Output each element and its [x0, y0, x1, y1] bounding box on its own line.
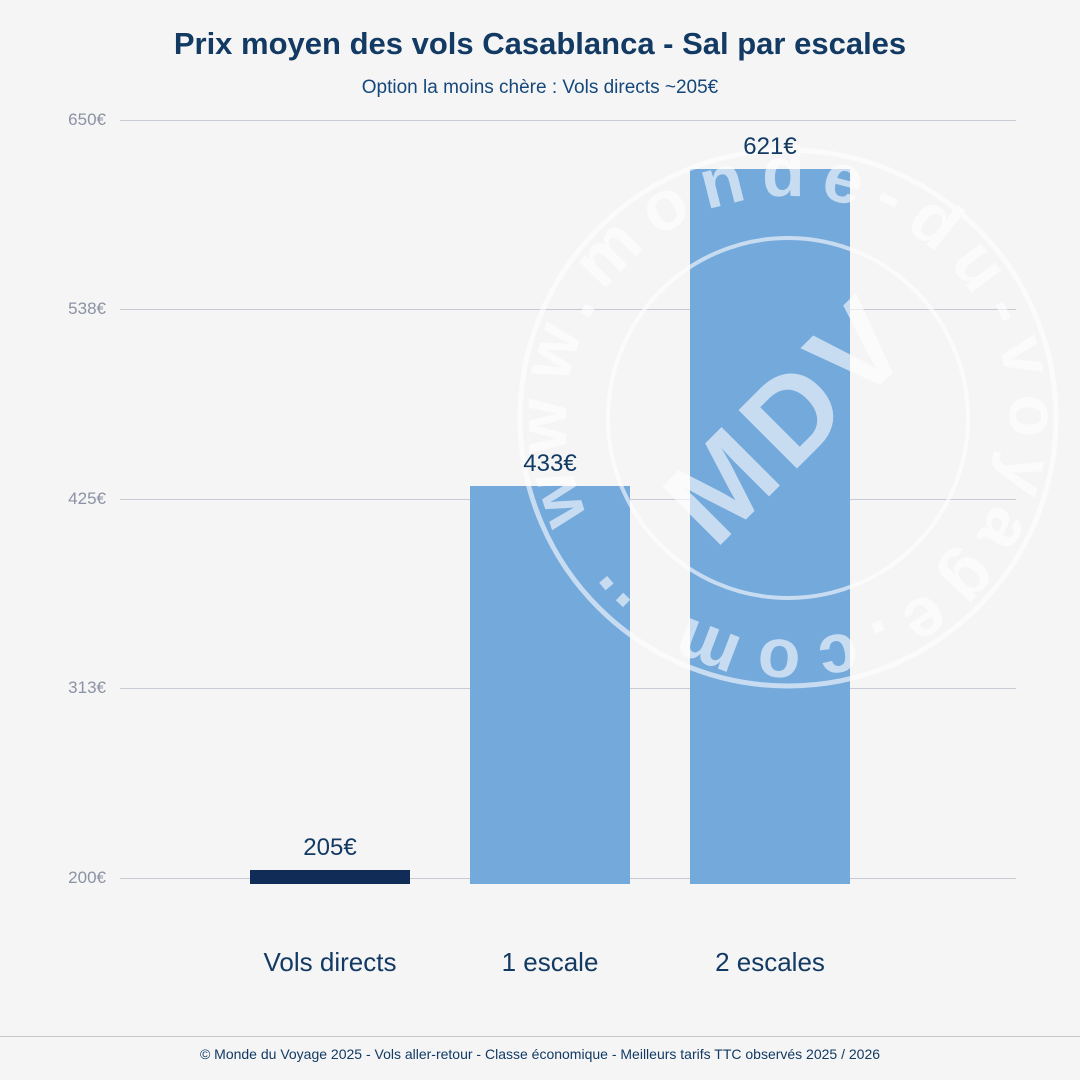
- bar-value-label: 433€: [523, 449, 577, 477]
- x-axis-category-label: 1 escale: [501, 947, 599, 977]
- footer-divider: [0, 1036, 1080, 1037]
- x-axis-category-label: Vols directs: [263, 947, 397, 977]
- bar-value-label: 205€: [303, 833, 357, 861]
- bar-2-escales: [690, 168, 850, 884]
- y-axis-tick-label: 538€: [68, 298, 106, 318]
- bar-1-escale: [470, 485, 630, 884]
- gridline: [120, 120, 1016, 121]
- bar-vols-directs: [250, 869, 410, 884]
- bar-value-label: 621€: [743, 132, 797, 160]
- y-axis-tick-label: 313€: [68, 677, 106, 697]
- y-axis-tick-label: 425€: [68, 489, 106, 508]
- gridline: [120, 308, 1016, 310]
- y-axis-tick-label: 200€: [68, 868, 106, 887]
- y-axis-tick-label: 650€: [68, 110, 106, 129]
- x-axis-category-label: 2 escales: [715, 947, 825, 977]
- plot-area: · www.monde-du-voyage.com · MDV 650€ 538€…: [68, 68, 1080, 975]
- footer-credit: © Monde du Voyage 2025 - Vols aller-reto…: [199, 1046, 881, 1062]
- chart-title: Prix moyen des vols Casablanca - Sal par…: [173, 26, 907, 61]
- chart-subtitle: Option la moins chère : Vols directs ~20…: [361, 77, 719, 98]
